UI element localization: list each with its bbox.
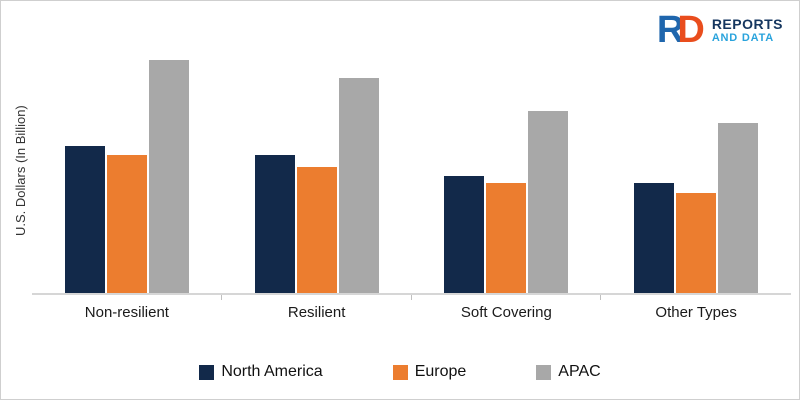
legend-item-north-america: North America (199, 363, 323, 381)
bar-north-america-non-resilient (64, 146, 105, 293)
legend-swatch-apac (536, 364, 552, 380)
logo-letter-d: D (677, 9, 705, 51)
chart-legend: North America Europe APAC (1, 363, 799, 381)
legend-label-apac: APAC (558, 363, 601, 380)
bar-europe-other-types (676, 193, 717, 293)
bar-apac-soft-covering (528, 111, 569, 293)
legend-label-north-america: North America (221, 363, 323, 380)
bar-europe-resilient (296, 167, 337, 293)
bar-group-non-resilient (32, 48, 222, 300)
logo-rd-monogram: R D (657, 11, 705, 49)
bar-group-soft-covering (412, 48, 602, 300)
logo-letter-r: R (656, 9, 685, 51)
bar-europe-soft-covering (486, 183, 527, 293)
bar-north-america-resilient (254, 155, 295, 293)
plot-area (32, 48, 791, 300)
y-axis-label: U.S. Dollars (In Billion) (13, 105, 28, 236)
category-label-non-resilient: Non-resilient (84, 304, 169, 321)
reports-and-data-logo: R D REPORTS AND DATA (657, 11, 783, 49)
bar-chart: U.S. Dollars (In Billion) Non-resilient R… (13, 48, 791, 321)
bar-apac-other-types (718, 123, 759, 293)
bar-apac-resilient (338, 78, 379, 293)
logo-text-reports: REPORTS (711, 15, 783, 32)
category-label-resilient: Resilient (287, 304, 346, 321)
legend-label-europe: Europe (414, 363, 467, 380)
bar-group-other-types (601, 48, 791, 293)
category-label-soft-covering: Soft Covering (460, 304, 552, 321)
bar-europe-non-resilient (106, 155, 147, 293)
bar-north-america-soft-covering (444, 176, 485, 293)
logo-text-and-data: AND DATA (711, 31, 775, 44)
plot: Non-resilient Resilient Soft Covering Other… (32, 48, 791, 321)
bar-apac-non-resilient (148, 60, 189, 293)
x-axis-category-labels: Non-resilient Resilient Soft Covering Other… (32, 295, 791, 321)
legend-item-apac: APAC (536, 363, 601, 381)
logo-wordmark: REPORTS AND DATA (712, 16, 783, 45)
legend-item-europe: Europe (392, 363, 467, 381)
legend-swatch-europe (392, 364, 408, 380)
bar-group-resilient (222, 48, 412, 300)
bar-north-america-other-types (634, 183, 675, 293)
legend-swatch-north-america (199, 364, 215, 380)
category-label-other-types: Other Types (655, 304, 737, 321)
